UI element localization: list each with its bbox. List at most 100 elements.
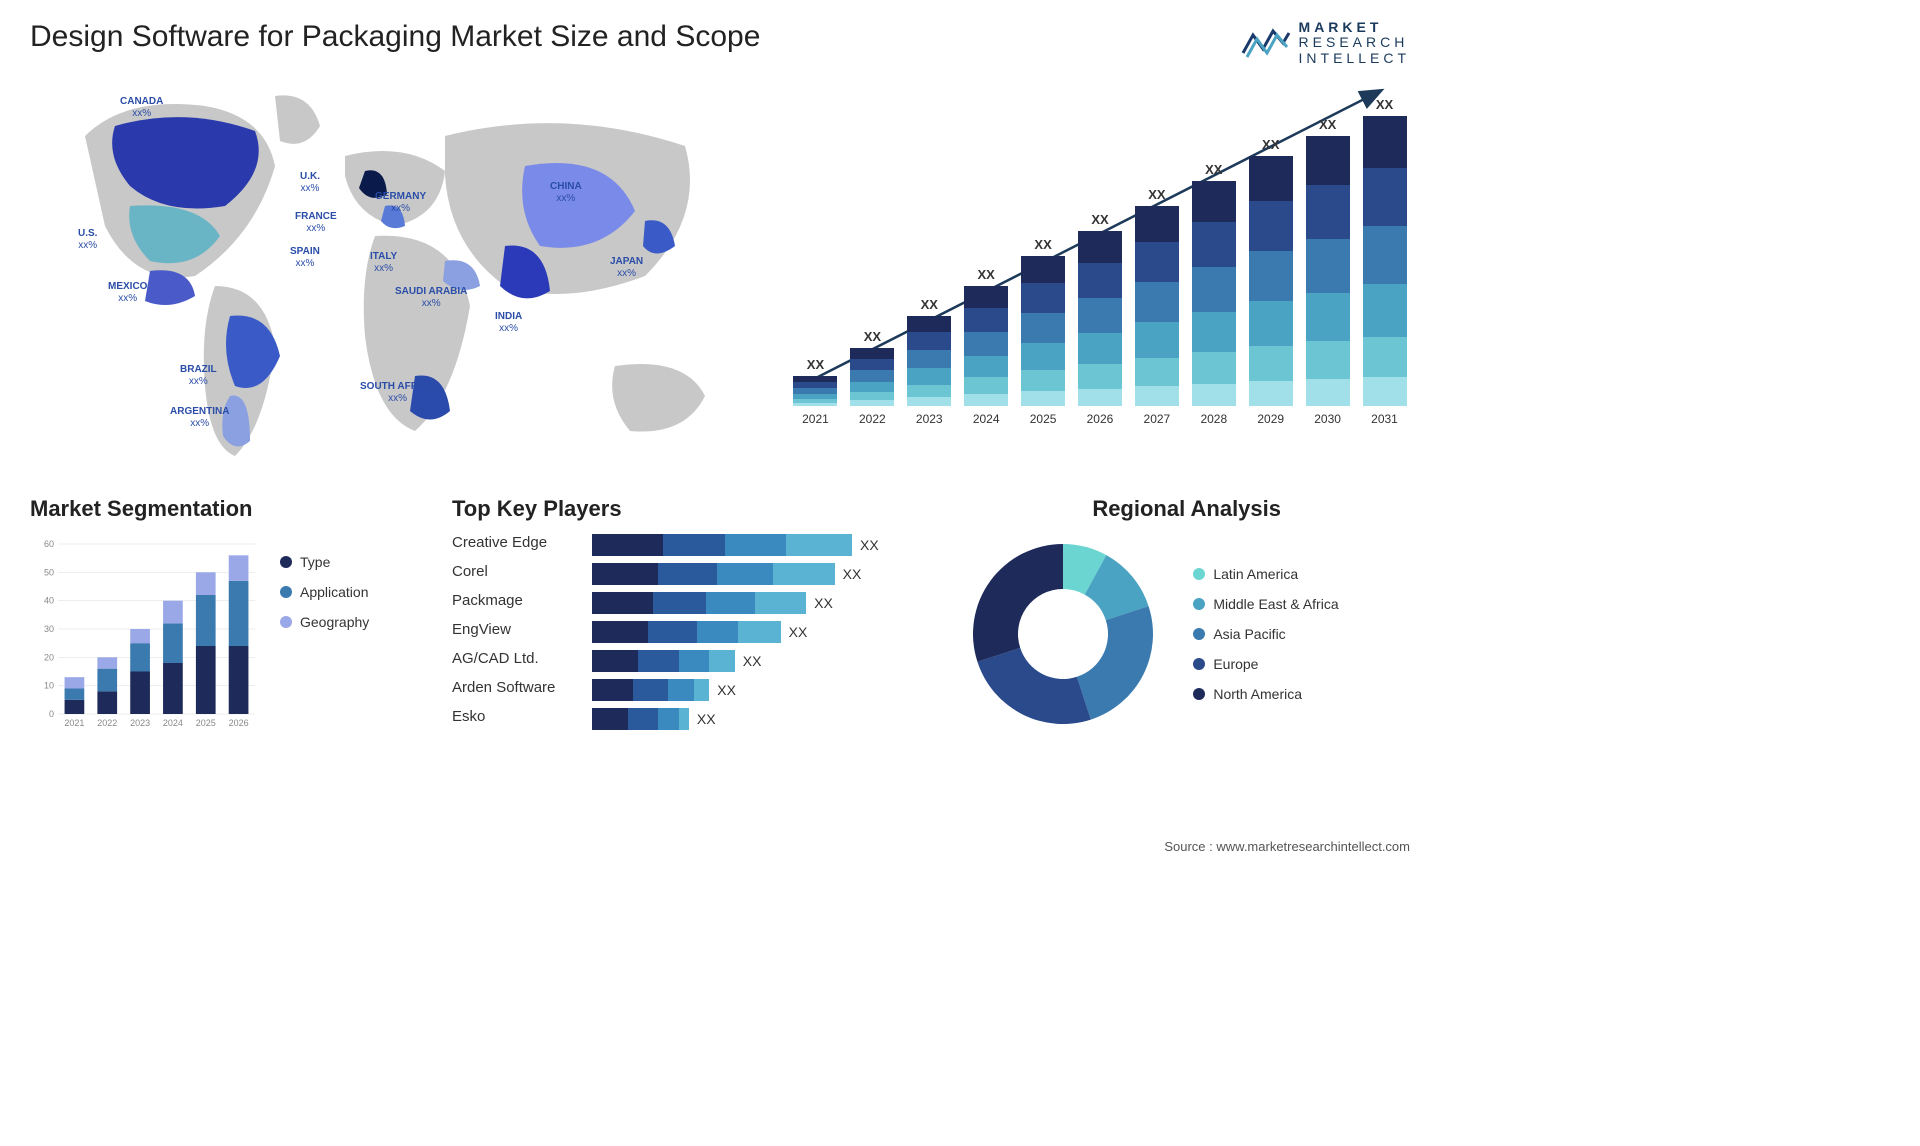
svg-text:2021: 2021: [64, 718, 84, 728]
kp-value: XX: [717, 682, 736, 698]
legend-dot: [1193, 628, 1205, 640]
legend-label: Middle East & Africa: [1213, 596, 1338, 612]
main-bar-2031: XX2031: [1359, 97, 1410, 426]
bar-segment: [1192, 267, 1236, 312]
logo-icon: [1241, 23, 1291, 63]
map-label-u-s-: U.S.xx%: [78, 228, 97, 252]
map-label-saudi-arabia: SAUDI ARABIAxx%: [395, 286, 467, 310]
kp-segment: [633, 679, 669, 701]
donut-slice-north-america: [973, 544, 1063, 662]
legend-dot: [280, 586, 292, 598]
legend-item-application: Application: [280, 584, 369, 600]
bar-segment: [850, 400, 894, 406]
svg-text:50: 50: [44, 568, 54, 578]
kp-segment: [592, 534, 663, 556]
map-label-japan: JAPANxx%: [610, 256, 643, 280]
bar-segment: [1249, 301, 1293, 346]
kp-row: XX: [592, 679, 943, 701]
segmentation-title: Market Segmentation: [30, 496, 432, 522]
bar-segment: [1192, 352, 1236, 384]
kp-value: XX: [860, 537, 879, 553]
kp-value: XX: [697, 711, 716, 727]
bar-segment: [1078, 389, 1122, 407]
bar-segment: [1021, 391, 1065, 406]
kp-segment: [592, 679, 633, 701]
bar-value-label: XX: [978, 267, 995, 282]
bar-segment: [907, 350, 951, 368]
main-bar-2028: XX2028: [1188, 162, 1239, 426]
legend-label: Application: [300, 584, 369, 600]
kp-value: XX: [789, 624, 808, 640]
bar-segment: [850, 382, 894, 392]
kp-segment: [663, 534, 724, 556]
main-bar-chart: XX2021XX2022XX2023XX2024XX2025XX2026XX20…: [790, 76, 1410, 476]
map-label-italy: ITALYxx%: [370, 251, 397, 275]
main-bar-2023: XX2023: [904, 297, 955, 426]
bar-segment: [1135, 282, 1179, 322]
regional-legend: Latin America Middle East & Africa Asia Pa…: [1193, 566, 1338, 702]
map-label-canada: CANADAxx%: [120, 96, 163, 120]
keyplayers-labels: Creative EdgeCorelPackmageEngViewAG/CAD …: [452, 534, 582, 730]
kp-segment: [628, 708, 659, 730]
kp-segment: [592, 563, 658, 585]
bar-value-label: XX: [1205, 162, 1222, 177]
bar-segment: [1363, 337, 1407, 378]
kp-segment: [658, 708, 678, 730]
donut-slice-europe: [978, 648, 1091, 724]
kp-segment: [755, 592, 806, 614]
svg-text:30: 30: [44, 624, 54, 634]
bar-segment: [1306, 379, 1350, 406]
kp-segment: [773, 563, 834, 585]
legend-label: Type: [300, 554, 330, 570]
region-legend-latin-america: Latin America: [1193, 566, 1338, 582]
bar-segment: [1363, 168, 1407, 226]
bar-segment: [964, 377, 1008, 394]
kp-label-corel: Corel: [452, 563, 582, 585]
svg-text:2026: 2026: [229, 718, 249, 728]
bar-segment: [907, 385, 951, 398]
bar-segment: [1021, 343, 1065, 370]
bar-segment: [1249, 201, 1293, 251]
map-label-france: FRANCExx%: [295, 211, 337, 235]
bar-segment: [1306, 341, 1350, 379]
kp-segment: [592, 592, 653, 614]
bar-segment: [907, 397, 951, 406]
main-bar-2024: XX2024: [961, 267, 1012, 426]
bar-segment: [964, 308, 1008, 332]
legend-label: Asia Pacific: [1213, 626, 1285, 642]
kp-segment: [653, 592, 706, 614]
kp-segment: [738, 621, 781, 643]
kp-segment: [592, 621, 648, 643]
bar-segment: [1363, 116, 1407, 168]
svg-text:60: 60: [44, 539, 54, 549]
map-label-mexico: MEXICOxx%: [108, 281, 147, 305]
bar-segment: [1306, 185, 1350, 239]
legend-item-type: Type: [280, 554, 369, 570]
main-bar-2026: XX2026: [1075, 212, 1126, 426]
regional-donut: [963, 534, 1163, 734]
legend-item-geography: Geography: [280, 614, 369, 630]
bar-segment: [1306, 239, 1350, 293]
map-label-india: INDIAxx%: [495, 311, 522, 335]
kp-segment: [694, 679, 709, 701]
bar-segment: [964, 332, 1008, 356]
kp-label-esko: Esko: [452, 708, 582, 730]
kp-row: XX: [592, 708, 943, 730]
kp-row: XX: [592, 534, 943, 556]
bar-segment: [964, 356, 1008, 378]
bar-value-label: XX: [1376, 97, 1393, 112]
kp-segment: [709, 650, 734, 672]
bar-segment: [1135, 386, 1179, 406]
kp-row: XX: [592, 592, 943, 614]
map-label-argentina: ARGENTINAxx%: [170, 406, 229, 430]
bar-segment: [1078, 231, 1122, 263]
bar-segment: [1135, 206, 1179, 242]
bar-segment: [1249, 381, 1293, 406]
svg-text:2024: 2024: [163, 718, 183, 728]
kp-label-packmage: Packmage: [452, 592, 582, 614]
kp-row: XX: [592, 621, 943, 643]
main-bar-2029: XX2029: [1245, 137, 1296, 426]
segmentation-chart: 0102030405060202120222023202420252026: [30, 534, 260, 734]
map-label-spain: SPAINxx%: [290, 246, 320, 270]
kp-row: XX: [592, 650, 943, 672]
